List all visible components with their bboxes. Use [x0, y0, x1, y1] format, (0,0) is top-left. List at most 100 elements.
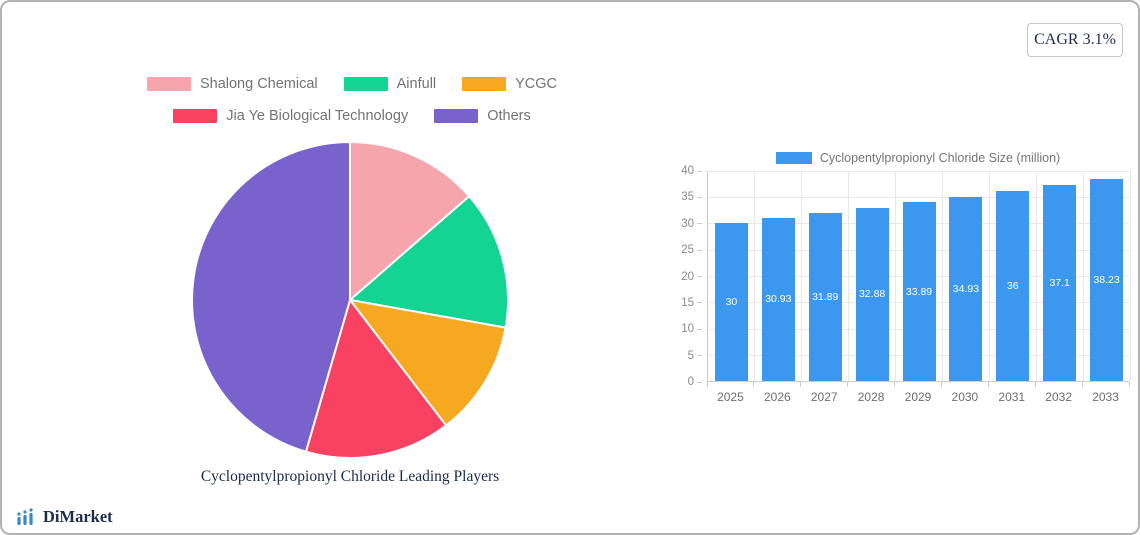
pie-chart-title: Cyclopentylpropionyl Chloride Leading Pl…	[200, 468, 500, 485]
y-tick-label: 25	[681, 244, 694, 257]
gridline-h	[708, 196, 1129, 198]
cagr-badge: CAGR 3.1%	[1027, 23, 1123, 57]
y-tick-mark	[697, 328, 702, 330]
y-tick-label: 35	[681, 191, 694, 204]
y-tick-label: 40	[681, 165, 694, 177]
y-tick-label: 15	[681, 296, 694, 309]
bar-value-label: 31.89	[812, 290, 839, 303]
x-tick-mark	[753, 382, 755, 387]
x-tick-label-2026: 2026	[763, 390, 791, 404]
bar-value-label: 36	[1006, 280, 1019, 293]
legend-label: Shalong Chemical	[199, 76, 318, 92]
legend-label: Ainfull	[396, 76, 437, 92]
bar-value-label: 34.93	[952, 282, 980, 295]
bar-2025[interactable]: 30	[714, 222, 748, 381]
gridline-v	[1035, 171, 1037, 381]
bar-2033[interactable]: 38.23	[1090, 179, 1124, 381]
x-tick-mark	[1081, 382, 1083, 387]
bar-value-label: 30.93	[765, 293, 792, 306]
x-tick-mark	[706, 382, 708, 387]
x-tick-label-2032: 2032	[1045, 390, 1073, 404]
brand-name: DiMarket	[43, 507, 113, 526]
x-tick-mark	[1034, 382, 1036, 387]
legend-swatch	[343, 77, 388, 91]
y-tick-mark	[697, 196, 702, 198]
bar-chart-y-axis: 0 5 10 15 20 25 30 35 40	[662, 165, 702, 388]
gridline-v	[941, 171, 943, 381]
bar-2030[interactable]: 34.93	[949, 196, 983, 381]
y-tick-mark	[697, 302, 702, 304]
legend-label: Jia Ye Biological Technology	[226, 108, 409, 124]
gridline-v	[895, 171, 897, 381]
pie-slice-ainfull[interactable]	[347, 194, 509, 329]
gridline-v	[801, 171, 803, 381]
bar-chart-plot: 30 30.93 31.89 32.88 33.89 34.93 36 37.1 38.23	[707, 170, 1131, 382]
y-tick-label: 30	[681, 217, 694, 230]
cagr-label: CAGR 3.1%	[1034, 31, 1116, 48]
bar-value-label: 38.23	[1093, 274, 1120, 287]
pie-legend-row-2: Jia Ye Biological Technology Others	[62, 108, 642, 124]
x-tick-mark	[847, 382, 849, 387]
legend-item-others[interactable]: Others	[434, 108, 531, 124]
y-tick-label: 10	[681, 323, 694, 336]
bar-value-label: 32.88	[858, 288, 886, 301]
x-tick-label-2031: 2031	[998, 390, 1026, 404]
x-tick-mark	[987, 382, 989, 387]
gridline-v	[848, 171, 850, 381]
bar-value-label: 33.89	[905, 285, 933, 298]
bar-value-label: 30	[725, 295, 738, 308]
y-tick-label: 20	[681, 270, 694, 283]
legend-swatch	[434, 109, 479, 123]
legend-item-shalong-chemical[interactable]: Shalong Chemical	[146, 76, 318, 92]
pie-slice-others[interactable]	[190, 140, 351, 453]
pie-slice-ycgc[interactable]	[347, 298, 507, 427]
gridline-v	[988, 171, 990, 381]
bar-2029[interactable]: 33.89	[902, 202, 936, 381]
gridline-h	[708, 170, 1129, 172]
pie-slice-shalong-chemical[interactable]	[349, 140, 471, 303]
bar-2028[interactable]: 32.88	[855, 207, 889, 381]
x-tick-mark	[940, 382, 942, 387]
pie-slice-jia-ye-biological-technology[interactable]	[304, 297, 448, 459]
legend-swatch	[173, 109, 218, 123]
y-tick-mark	[697, 223, 702, 225]
bar-chart-logo-icon	[17, 508, 33, 525]
gridline-v	[1129, 171, 1131, 381]
bar-legend-label: Cyclopentylpropionyl Chloride Size (mill…	[819, 151, 1061, 165]
pie-legend-row-1: Shalong Chemical Ainfull YCGC	[62, 76, 642, 92]
pie-chart	[190, 140, 509, 459]
x-tick-label-2033: 2033	[1092, 390, 1119, 404]
gridline-v	[754, 171, 756, 381]
y-tick-label: 5	[687, 349, 694, 362]
brand-logo: DiMarket	[16, 507, 113, 527]
x-tick-label-2025: 2025	[717, 390, 744, 404]
y-tick-mark	[697, 381, 702, 383]
bar-2032[interactable]: 37.1	[1043, 185, 1077, 381]
legend-swatch	[146, 77, 191, 91]
x-tick-mark	[800, 382, 802, 387]
bar-value-label: 37.1	[1049, 277, 1070, 290]
legend-swatch	[462, 77, 507, 91]
bar-2026[interactable]: 30.93	[761, 217, 795, 381]
x-tick-label-2028: 2028	[857, 390, 885, 404]
y-tick-mark	[697, 276, 702, 277]
bar-chart-legend[interactable]: Cyclopentylpropionyl Chloride Size (mill…	[707, 151, 1129, 165]
bar-chart-x-axis: 2025 2026 2027 2028 2029 2030 2031 2032 2033	[706, 382, 1130, 406]
x-tick-label-2029: 2029	[904, 390, 932, 404]
gridline-v	[1082, 171, 1084, 381]
x-tick-mark	[894, 382, 896, 387]
legend-item-jia-ye-biological-technology[interactable]: Jia Ye Biological Technology	[173, 108, 408, 124]
bar-2031[interactable]: 36	[996, 191, 1030, 381]
y-tick-mark	[697, 249, 702, 251]
legend-item-ycgc[interactable]: YCGC	[462, 76, 557, 92]
y-tick-mark	[697, 170, 702, 172]
legend-item-ainfull[interactable]: Ainfull	[343, 76, 437, 92]
bar-legend-swatch	[775, 152, 812, 164]
legend-label: YCGC	[515, 76, 558, 92]
x-tick-label-2027: 2027	[810, 390, 838, 404]
y-tick-label: 0	[687, 376, 694, 388]
pie-legend: Shalong Chemical Ainfull YCGC Jia Ye Biolo…	[62, 76, 642, 140]
bar-2027[interactable]: 31.89	[808, 212, 842, 381]
legend-label: Others	[487, 108, 531, 124]
